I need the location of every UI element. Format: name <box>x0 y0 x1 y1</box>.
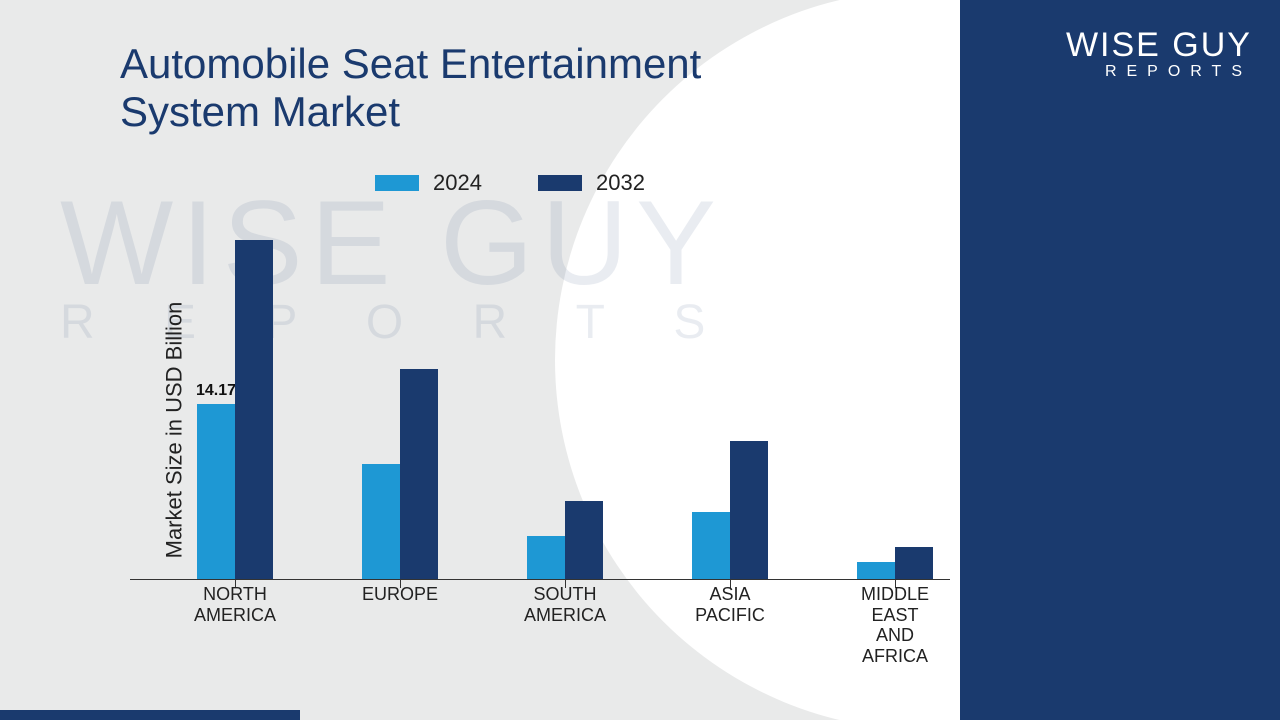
bar-2032 <box>235 240 273 579</box>
legend-item-2024: 2024 <box>375 170 482 196</box>
category-label: MIDDLE EAST AND AFRICA <box>820 584 970 667</box>
bar-group <box>325 369 475 579</box>
chart-area: Market Size in USD Billion 2024 2032 14.… <box>60 160 960 700</box>
legend-swatch-2032 <box>538 175 582 191</box>
bottom-accent-bar <box>0 710 300 720</box>
bar-value-label: 14.17 <box>196 382 236 400</box>
bar-2032 <box>400 369 438 579</box>
bar-2024 <box>527 536 565 579</box>
legend: 2024 2032 <box>60 170 960 196</box>
legend-swatch-2024 <box>375 175 419 191</box>
plot-area: 14.17 <box>130 210 950 580</box>
bar-2024 <box>857 562 895 579</box>
category-label: ASIA PACIFIC <box>655 584 805 625</box>
brand-logo: WISE GUY REPORTS <box>1066 28 1252 80</box>
bar-2024: 14.17 <box>197 404 235 579</box>
category-labels: NORTH AMERICA EUROPE SOUTH AMERICA ASIA PAC… <box>130 584 950 694</box>
bar-2032 <box>730 441 768 579</box>
bar-group <box>490 501 640 579</box>
bar-group: 14.17 <box>160 240 310 579</box>
legend-label-2032: 2032 <box>596 170 645 196</box>
bar-2024 <box>692 512 730 579</box>
right-brand-panel <box>960 0 1280 720</box>
category-label: NORTH AMERICA <box>160 584 310 625</box>
bar-2032 <box>895 547 933 579</box>
logo-line2: REPORTS <box>1066 64 1252 80</box>
legend-label-2024: 2024 <box>433 170 482 196</box>
category-label: SOUTH AMERICA <box>490 584 640 625</box>
bar-group <box>655 441 805 579</box>
bar-2032 <box>565 501 603 579</box>
logo-line1: WISE GUY <box>1066 28 1252 62</box>
legend-item-2032: 2032 <box>538 170 645 196</box>
category-label: EUROPE <box>325 584 475 605</box>
bar-2024 <box>362 464 400 579</box>
bar-group <box>820 547 970 579</box>
page-root: WISE GUY REPORTS Automobile Seat Enterta… <box>0 0 1280 720</box>
chart-title: Automobile Seat Entertainment System Mar… <box>120 40 840 137</box>
